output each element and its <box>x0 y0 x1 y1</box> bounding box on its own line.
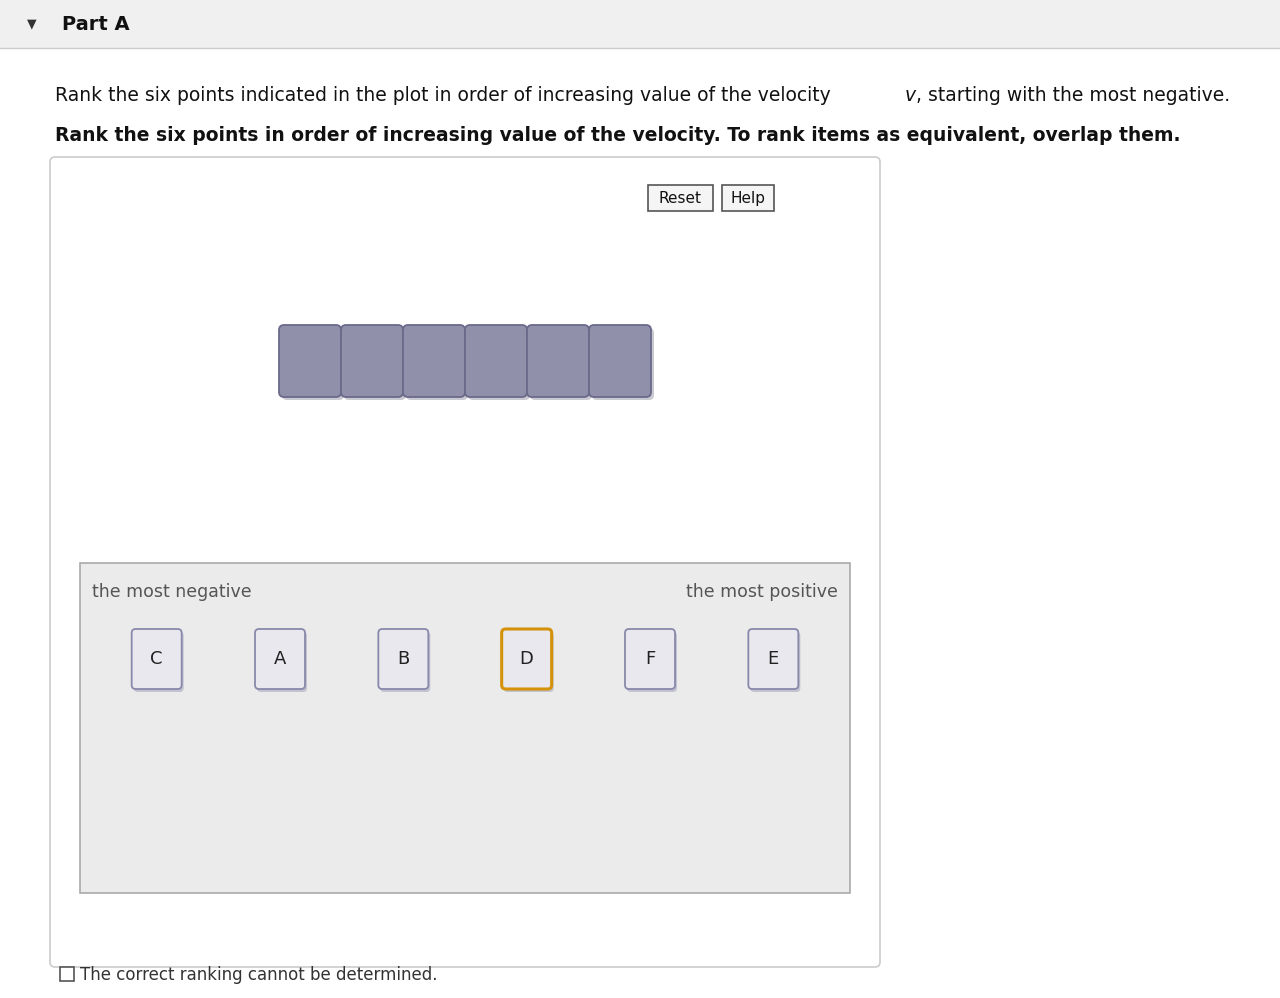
Text: Rank the six points indicated in the plot in order of increasing value of the ve: Rank the six points indicated in the plo… <box>55 86 837 105</box>
Text: E: E <box>768 650 780 668</box>
FancyBboxPatch shape <box>340 325 403 397</box>
FancyBboxPatch shape <box>750 632 800 692</box>
FancyBboxPatch shape <box>625 629 675 689</box>
FancyBboxPatch shape <box>527 325 589 397</box>
FancyBboxPatch shape <box>255 629 305 689</box>
FancyBboxPatch shape <box>648 185 713 211</box>
FancyBboxPatch shape <box>380 632 430 692</box>
Text: C: C <box>151 650 163 668</box>
FancyBboxPatch shape <box>465 325 527 397</box>
FancyBboxPatch shape <box>749 629 799 689</box>
FancyBboxPatch shape <box>50 157 881 967</box>
FancyBboxPatch shape <box>257 632 307 692</box>
Text: the most positive: the most positive <box>686 583 838 601</box>
Text: B: B <box>397 650 410 668</box>
FancyBboxPatch shape <box>468 328 530 400</box>
Text: A: A <box>274 650 287 668</box>
FancyBboxPatch shape <box>503 632 554 692</box>
Text: Help: Help <box>731 191 765 206</box>
FancyBboxPatch shape <box>282 328 344 400</box>
FancyBboxPatch shape <box>79 563 850 893</box>
Text: F: F <box>645 650 655 668</box>
FancyBboxPatch shape <box>502 629 552 689</box>
FancyBboxPatch shape <box>589 325 652 397</box>
Text: D: D <box>520 650 534 668</box>
FancyBboxPatch shape <box>132 629 182 689</box>
Bar <box>0 0 1280 48</box>
Text: the most negative: the most negative <box>92 583 252 601</box>
Bar <box>60 967 74 981</box>
Text: $v$: $v$ <box>904 86 918 105</box>
Text: Part A: Part A <box>61 15 129 34</box>
Text: , starting with the most negative.: , starting with the most negative. <box>916 86 1230 105</box>
FancyBboxPatch shape <box>279 325 340 397</box>
FancyBboxPatch shape <box>133 632 183 692</box>
Text: Rank the six points in order of increasing value of the velocity. To rank items : Rank the six points in order of increasi… <box>55 126 1180 145</box>
Text: The correct ranking cannot be determined.: The correct ranking cannot be determined… <box>79 966 438 984</box>
FancyBboxPatch shape <box>627 632 677 692</box>
FancyBboxPatch shape <box>722 185 774 211</box>
Text: Reset: Reset <box>659 191 701 206</box>
Text: ▼: ▼ <box>27 18 37 31</box>
FancyBboxPatch shape <box>406 328 468 400</box>
FancyBboxPatch shape <box>344 328 406 400</box>
FancyBboxPatch shape <box>530 328 591 400</box>
FancyBboxPatch shape <box>403 325 465 397</box>
FancyBboxPatch shape <box>379 629 429 689</box>
FancyBboxPatch shape <box>591 328 654 400</box>
